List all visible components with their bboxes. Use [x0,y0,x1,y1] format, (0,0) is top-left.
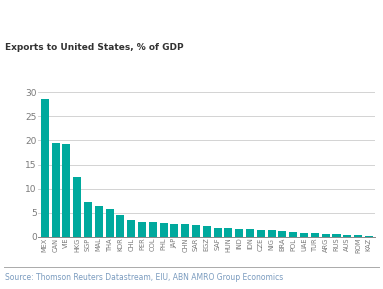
Text: EM reliance on US as export destination: EM reliance on US as export destination [5,14,305,27]
Bar [127,220,135,237]
Text: Source: Thomson Reuters Datastream, EIU, ABN AMRO Group Economics: Source: Thomson Reuters Datastream, EIU,… [5,273,283,282]
Bar [170,224,178,237]
Bar [203,226,211,237]
Bar [235,229,243,237]
Bar [192,225,200,237]
Bar [224,228,232,237]
Bar [311,233,319,237]
Bar [160,223,168,237]
Bar [41,99,49,237]
Bar [214,228,222,237]
Bar [365,236,373,237]
Bar [332,234,340,237]
Bar [322,234,330,237]
Bar [149,223,157,237]
Bar [181,225,189,237]
Bar [106,210,114,237]
Bar [257,230,265,237]
Bar [246,229,254,237]
Bar [138,221,146,237]
Bar [73,177,81,237]
Bar [354,235,362,237]
Bar [300,233,308,237]
Bar [52,143,60,237]
Bar [95,206,103,237]
Bar [289,232,297,237]
Bar [268,230,276,237]
Bar [343,235,351,237]
Bar [84,202,92,237]
Bar [62,144,70,237]
Bar [278,231,286,237]
Bar [116,215,124,237]
Text: Exports to United States, % of GDP: Exports to United States, % of GDP [5,43,183,52]
